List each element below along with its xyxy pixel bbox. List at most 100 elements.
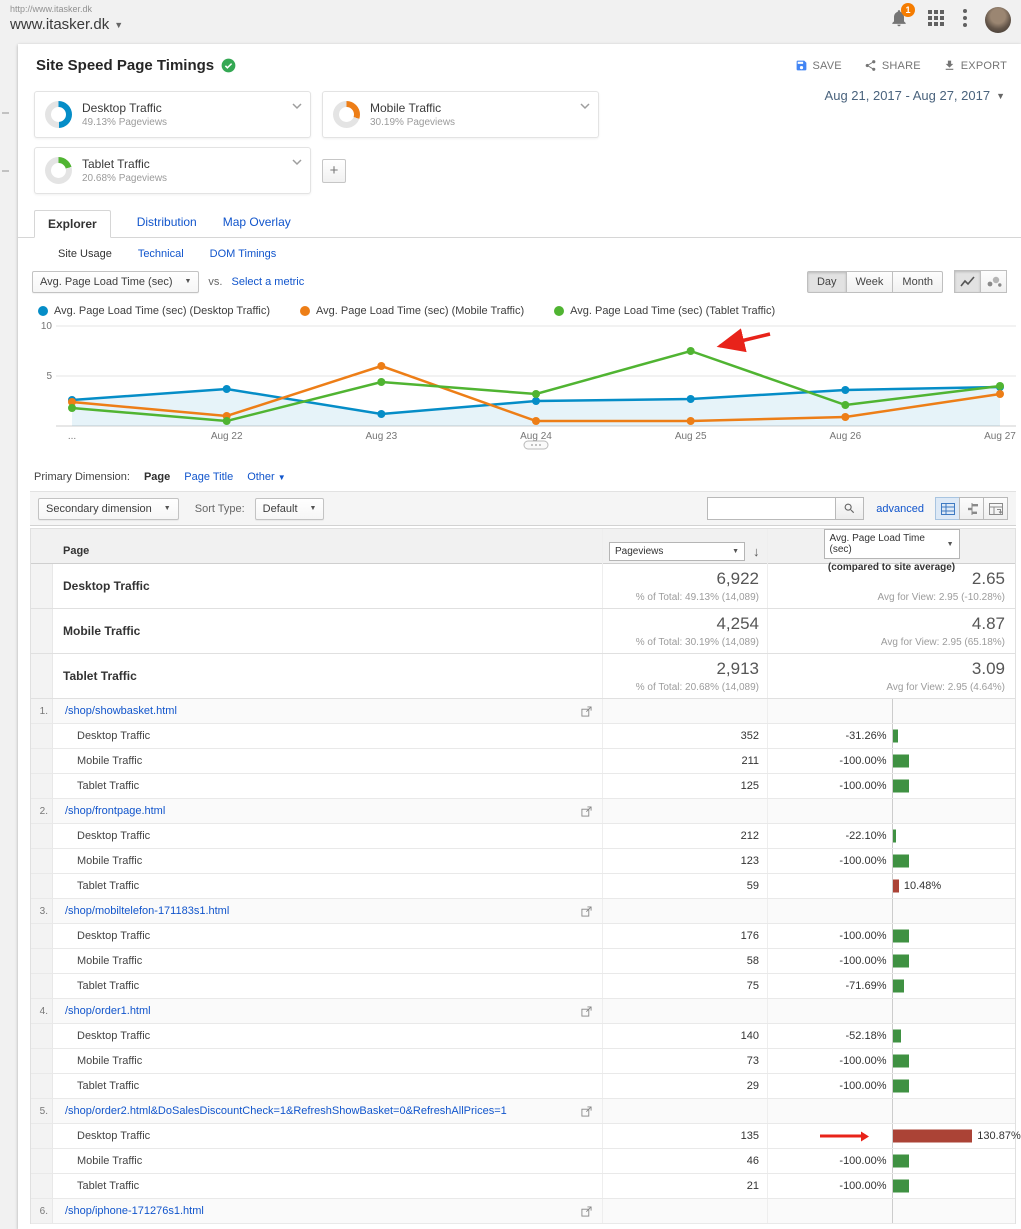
external-link-icon[interactable] — [581, 1205, 592, 1217]
notification-badge: 1 — [901, 2, 915, 17]
report-tabs: Explorer Distribution Map Overlay — [18, 210, 1021, 238]
data-table: Page Pageviews ▼ ↓ Avg. Page Load Time (s… — [30, 528, 1021, 1224]
search-button[interactable] — [835, 497, 865, 520]
pivot-view-button[interactable] — [983, 497, 1008, 520]
subtab-dom-timings[interactable]: DOM Timings — [209, 248, 277, 260]
share-button[interactable]: SHARE — [864, 59, 921, 72]
delta-value: -100.00% — [839, 855, 887, 867]
segment-row: Desktop Traffic 212 -22.10% — [31, 824, 1015, 849]
delta-bar — [892, 929, 909, 943]
segment-delta-cell: -100.00% — [767, 774, 1015, 798]
dimension-page[interactable]: Page — [143, 471, 171, 483]
tab-distribution[interactable]: Distribution — [136, 215, 197, 229]
metric-selector[interactable]: Avg. Page Load Time (sec) ▼ — [32, 270, 200, 293]
motion-chart-toggle[interactable] — [980, 270, 1007, 293]
segment-label: Desktop Traffic — [77, 930, 151, 942]
svg-text:Aug 25: Aug 25 — [675, 431, 707, 442]
sort-type-button[interactable]: Default ▼ — [254, 497, 325, 520]
account-selector[interactable]: www.itasker.dk ▼ — [0, 14, 1021, 33]
subtab-technical[interactable]: Technical — [137, 248, 184, 260]
legend-item[interactable]: Avg. Page Load Time (sec) (Desktop Traff… — [38, 305, 270, 317]
pageviews-column-selector[interactable]: Pageviews ▼ — [609, 541, 745, 561]
metric-column-selector[interactable]: Avg. Page Load Time (sec) ▼ — [823, 529, 960, 559]
subtab-site-usage[interactable]: Site Usage — [58, 248, 112, 260]
export-button[interactable]: EXPORT — [943, 59, 1007, 72]
chevron-down-icon[interactable] — [579, 97, 591, 115]
delta-value: -100.00% — [839, 1055, 887, 1067]
page-row: 6. /shop/iphone-171276s1.html — [31, 1199, 1015, 1224]
segment-card-tablet[interactable]: Tablet Traffic 20.68% Pageviews — [34, 147, 311, 194]
segment-delta-cell: -100.00% — [767, 1149, 1015, 1173]
page-link[interactable]: /shop/iphone-171276s1.html — [65, 1205, 204, 1217]
sort-descending-icon[interactable]: ↓ — [753, 543, 760, 559]
row-index: 4. — [31, 999, 53, 1023]
segment-pageviews: 59 — [602, 874, 767, 898]
segment-donut — [45, 101, 72, 128]
chevron-down-icon: ▼ — [996, 90, 1005, 101]
segment-delta-cell: -100.00% — [767, 924, 1015, 948]
svg-text:Aug 24: Aug 24 — [520, 431, 552, 442]
legend-dot — [554, 306, 565, 316]
page-link[interactable]: /shop/frontpage.html — [65, 805, 166, 817]
segment-row: Desktop Traffic 352 -31.26% — [31, 724, 1015, 749]
page-link[interactable]: /shop/showbasket.html — [65, 705, 177, 717]
external-link-icon[interactable] — [581, 805, 592, 817]
select-metric-link[interactable]: Select a metric — [231, 275, 305, 288]
line-chart-toggle[interactable] — [954, 270, 981, 293]
page-link[interactable]: /shop/order2.html&DoSalesDiscountCheck=1… — [65, 1105, 507, 1117]
summary-segment-label: Mobile Traffic — [63, 624, 141, 638]
legend-label: Avg. Page Load Time (sec) (Mobile Traffi… — [316, 305, 525, 317]
add-segment-button[interactable]: + — [322, 158, 346, 183]
granularity-day[interactable]: Day — [806, 270, 847, 293]
apps-grid-button[interactable] — [927, 9, 945, 32]
overflow-menu-button[interactable] — [963, 8, 967, 32]
legend-item[interactable]: Avg. Page Load Time (sec) (Mobile Traffi… — [300, 305, 524, 317]
chevron-down-icon[interactable] — [291, 97, 303, 115]
segment-label: Mobile Traffic — [77, 1155, 143, 1167]
granularity-month[interactable]: Month — [892, 270, 943, 293]
legend-item[interactable]: Avg. Page Load Time (sec) (Tablet Traffi… — [554, 305, 775, 317]
comparison-view-button[interactable] — [959, 497, 984, 520]
segment-card-mobile[interactable]: Mobile Traffic 30.19% Pageviews — [322, 91, 599, 138]
dimension-other[interactable]: Other ▼ — [247, 471, 286, 483]
vs-label: vs. — [208, 275, 223, 288]
segment-card-desktop[interactable]: Desktop Traffic 49.13% Pageviews — [34, 91, 311, 138]
page-link[interactable]: /shop/mobiltelefon-171183s1.html — [65, 905, 230, 917]
delta-bar — [892, 829, 896, 843]
page-row: 3. /shop/mobiltelefon-171183s1.html — [31, 899, 1015, 924]
search-input[interactable] — [707, 497, 836, 520]
page-link[interactable]: /shop/order1.html — [65, 1005, 151, 1017]
column-header-page[interactable]: Page — [63, 545, 90, 557]
table-toolbar: Secondary dimension ▼ Sort Type: Default ▼… — [30, 491, 1016, 526]
delta-bar — [892, 754, 909, 768]
delta-value: -22.10% — [845, 830, 887, 842]
save-button[interactable]: SAVE — [795, 59, 842, 72]
secondary-dimension-button[interactable]: Secondary dimension ▼ — [38, 497, 179, 520]
segment-detail: 30.19% Pageviews — [370, 117, 456, 128]
tab-map-overlay[interactable]: Map Overlay — [222, 215, 291, 229]
tab-explorer[interactable]: Explorer — [34, 210, 111, 238]
dimension-page-title[interactable]: Page Title — [184, 471, 234, 483]
segment-delta-cell: 10.48% — [767, 874, 1015, 898]
legend-dot — [38, 306, 48, 316]
row-gutter — [31, 1149, 53, 1173]
avatar[interactable] — [985, 7, 1011, 33]
delta-value: -31.26% — [845, 730, 887, 742]
external-link-icon[interactable] — [581, 705, 592, 717]
chevron-down-icon[interactable] — [291, 153, 303, 171]
segment-row: Mobile Traffic 123 -100.00% — [31, 849, 1015, 874]
report-header: Site Speed Page Timings SAVE SHARE EXPOR… — [18, 44, 1021, 80]
external-link-icon[interactable] — [581, 905, 592, 917]
notifications-button[interactable]: 1 — [889, 2, 915, 33]
granularity-week[interactable]: Week — [845, 270, 894, 293]
advanced-search-link[interactable]: advanced — [876, 502, 924, 515]
delta-value: -100.00% — [839, 1155, 887, 1167]
chevron-down-icon: ▼ — [163, 505, 171, 512]
external-link-icon[interactable] — [581, 1005, 592, 1017]
table-view-button[interactable] — [935, 497, 960, 520]
verified-check-icon — [221, 58, 236, 73]
external-link-icon[interactable] — [581, 1105, 592, 1117]
segment-pageviews: 176 — [602, 924, 767, 948]
comparison-view-icon — [967, 502, 978, 515]
date-range-selector[interactable]: Aug 21, 2017 - Aug 27, 2017 ▼ — [825, 88, 1005, 103]
